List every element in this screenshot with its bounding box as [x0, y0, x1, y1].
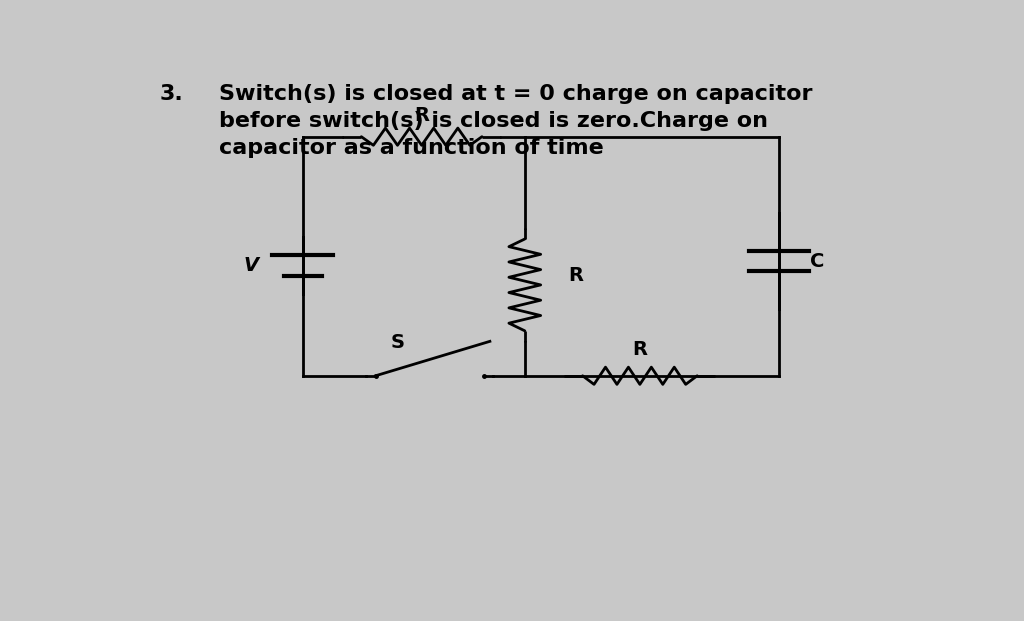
Text: S: S	[391, 333, 404, 351]
Text: Switch(s) is closed at t = 0 charge on capacitor
before switch(s) is closed is z: Switch(s) is closed at t = 0 charge on c…	[219, 84, 813, 158]
Text: V: V	[244, 256, 259, 275]
Text: 3.: 3.	[160, 84, 183, 104]
Text: R: R	[633, 340, 647, 359]
Text: R: R	[414, 106, 429, 125]
Text: C: C	[811, 252, 825, 271]
Text: R: R	[568, 266, 584, 285]
